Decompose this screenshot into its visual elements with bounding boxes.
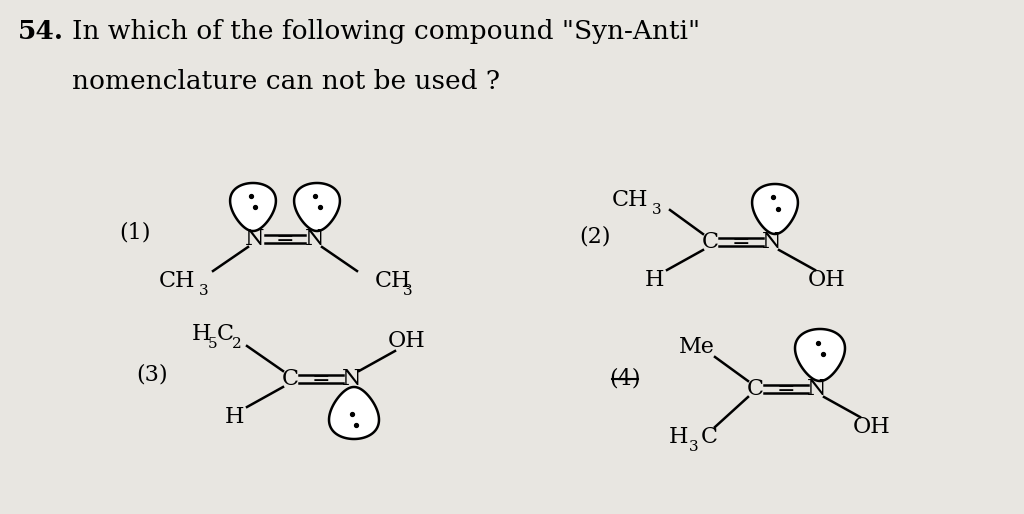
Text: C: C [217,323,234,345]
Text: H: H [669,426,688,448]
Text: 5: 5 [208,337,218,351]
Polygon shape [329,387,379,439]
Text: CH: CH [159,270,195,292]
Text: OH: OH [808,269,846,291]
Text: 3: 3 [199,284,209,298]
Text: N: N [305,228,325,250]
Text: (4): (4) [609,368,641,390]
Text: H: H [225,406,245,428]
Text: =: = [275,228,294,250]
Text: CH: CH [375,270,412,292]
Text: C: C [701,231,719,253]
Text: 3: 3 [403,284,413,298]
Text: OH: OH [388,330,426,352]
Text: N: N [807,378,826,400]
Text: =: = [732,231,751,253]
Text: (2): (2) [580,225,610,247]
Text: nomenclature can not be used ?: nomenclature can not be used ? [72,69,500,94]
Text: 2: 2 [232,337,242,351]
Text: 54.: 54. [18,19,63,44]
Text: In which of the following compound "Syn-Anti": In which of the following compound "Syn-… [72,19,700,44]
Text: N: N [342,368,361,390]
Text: 3: 3 [689,440,698,454]
Text: CH: CH [611,189,648,211]
Text: OH: OH [853,416,891,438]
Polygon shape [294,183,340,231]
Text: H: H [191,323,212,345]
Text: C: C [746,378,764,400]
Text: 3: 3 [652,203,662,217]
Text: H: H [645,269,665,291]
Text: N: N [762,231,781,253]
Text: C: C [282,368,299,390]
Polygon shape [795,329,845,381]
Text: (1): (1) [119,221,151,243]
Text: =: = [776,378,796,400]
Text: (3): (3) [136,363,168,385]
Text: C: C [701,426,718,448]
Polygon shape [752,184,798,234]
Text: =: = [311,368,331,390]
Text: N: N [246,228,265,250]
Polygon shape [230,183,275,231]
Text: Me: Me [679,336,715,358]
